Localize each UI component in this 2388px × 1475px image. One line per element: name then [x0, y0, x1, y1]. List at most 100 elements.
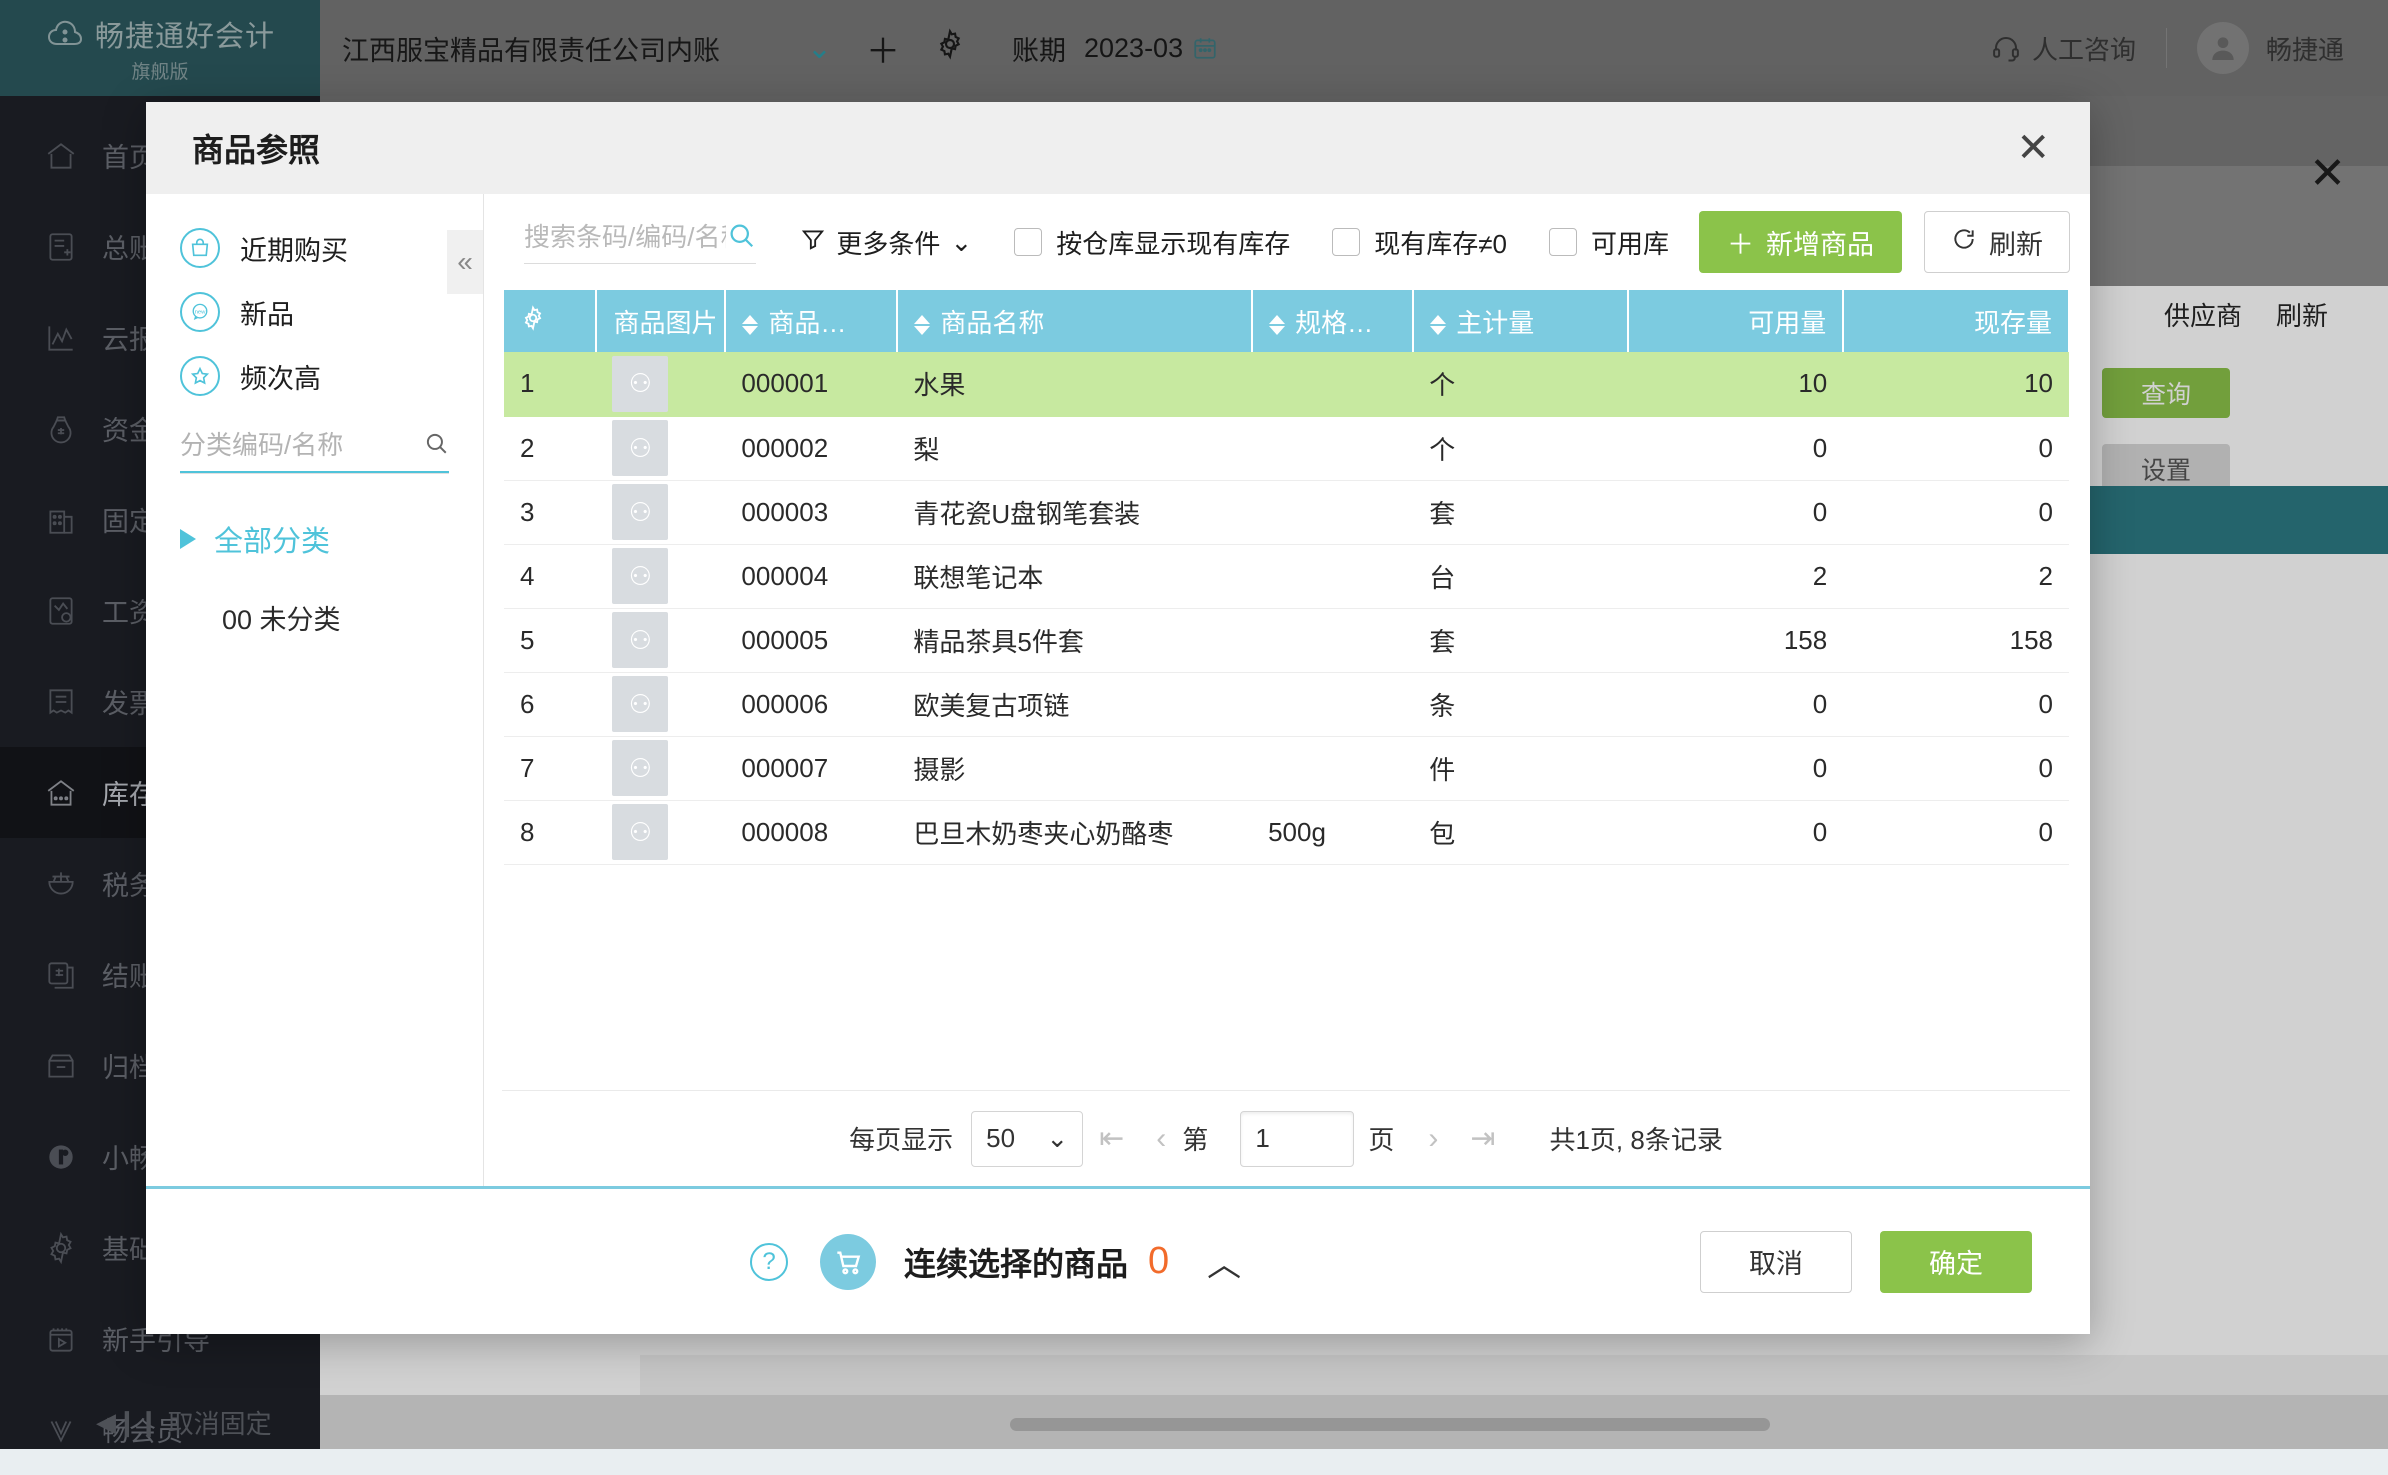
cell-img: ⚇ — [596, 800, 725, 864]
cell-avail: 10 — [1628, 352, 1843, 416]
cell-name: 巴旦木奶枣夹心奶酪枣 — [897, 800, 1252, 864]
column-header-avail: 可用量 — [1628, 290, 1843, 352]
refresh-button[interactable]: 刷新 — [1924, 211, 2070, 273]
cell-avail: 2 — [1628, 544, 1843, 608]
search-icon[interactable] — [423, 430, 449, 461]
more-conditions-label: 更多条件 — [836, 224, 940, 261]
checkbox-label: 可用库 — [1591, 224, 1669, 261]
next-page-icon[interactable]: › — [1428, 1122, 1438, 1156]
dialog-footer: ? 连续选择的商品 0 ︿ 取消 确定 — [146, 1186, 2090, 1334]
column-header-label: 可用量 — [1748, 308, 1826, 338]
product-thumbnail: ⚇ — [612, 356, 668, 412]
cell-code: 000003 — [725, 480, 897, 544]
product-thumbnail: ⚇ — [612, 420, 668, 476]
cell-idx: 3 — [504, 480, 596, 544]
pagination: 每页显示 50 ⌄ ⇤ ‹ 第 1 页 › ⇥ 共1页, 8条记录 — [502, 1090, 2070, 1186]
cell-stock: 0 — [1843, 480, 2069, 544]
collapse-left-icon[interactable]: « — [447, 230, 483, 294]
cell-idx: 5 — [504, 608, 596, 672]
sort-arrows-icon[interactable] — [1430, 315, 1446, 335]
column-header-code[interactable]: 商品… — [725, 290, 897, 352]
page-input[interactable]: 1 — [1240, 1111, 1354, 1167]
cell-unit: 台 — [1413, 544, 1628, 608]
confirm-button[interactable]: 确定 — [1880, 1231, 2032, 1293]
tree-node-all[interactable]: 全部分类 — [146, 518, 483, 560]
checkbox-label: 按仓库显示现有库存 — [1056, 224, 1290, 261]
product-search[interactable] — [524, 220, 756, 264]
quick-link-frequent[interactable]: 频次高 — [146, 344, 483, 408]
cell-unit: 个 — [1413, 416, 1628, 480]
selected-label: 连续选择的商品 — [904, 1239, 1128, 1285]
product-thumbnail: ⚇ — [612, 548, 668, 604]
column-header-label: 主计量 — [1456, 308, 1534, 338]
cart-icon[interactable] — [820, 1234, 876, 1290]
refresh-label: 刷新 — [1989, 223, 2043, 262]
dialog-title: 商品参照 — [192, 125, 320, 171]
column-header-unit[interactable]: 主计量 — [1413, 290, 1628, 352]
divider — [180, 473, 449, 474]
quick-link-recent[interactable]: 近期购买 — [146, 216, 483, 280]
cell-spec — [1252, 480, 1413, 544]
cell-unit: 套 — [1413, 480, 1628, 544]
gear-icon[interactable] — [520, 307, 546, 337]
sort-arrows-icon[interactable] — [742, 315, 758, 335]
cell-spec: 500g — [1252, 800, 1413, 864]
tree-node-uncategorized[interactable]: 00 未分类 — [146, 598, 483, 637]
sort-arrows-icon[interactable] — [1269, 315, 1285, 335]
filter-icon — [800, 226, 826, 259]
checkbox-box[interactable] — [1332, 228, 1360, 256]
column-header-spec[interactable]: 规格… — [1252, 290, 1413, 352]
cell-stock: 158 — [1843, 608, 2069, 672]
chevron-up-icon[interactable]: ︿ — [1207, 1237, 1241, 1286]
quick-link-label: 新品 — [240, 293, 294, 332]
quick-link-label: 近期购买 — [240, 229, 348, 268]
cancel-button[interactable]: 取消 — [1700, 1231, 1852, 1293]
prev-page-icon[interactable]: ‹ — [1156, 1122, 1166, 1156]
checkbox-available-stock[interactable]: 可用库 — [1549, 224, 1669, 261]
product-thumbnail: ⚇ — [612, 612, 668, 668]
cell-avail: 0 — [1628, 480, 1843, 544]
search-input[interactable] — [524, 222, 726, 253]
help-icon[interactable]: ? — [750, 1243, 788, 1281]
svg-text:new: new — [195, 310, 207, 316]
cell-idx: 8 — [504, 800, 596, 864]
category-search[interactable] — [180, 430, 449, 473]
more-conditions-button[interactable]: 更多条件 ⌄ — [800, 224, 972, 261]
checkbox-box[interactable] — [1549, 228, 1577, 256]
add-product-button[interactable]: ＋ 新增商品 — [1699, 211, 1902, 273]
cell-stock: 0 — [1843, 416, 2069, 480]
checkbox-by-warehouse[interactable]: 按仓库显示现有库存 — [1014, 224, 1290, 261]
bag-icon — [180, 228, 220, 268]
per-page-select[interactable]: 50 ⌄ — [971, 1111, 1083, 1167]
last-page-icon[interactable]: ⇥ — [1470, 1121, 1495, 1156]
checkbox-stock-nonzero[interactable]: 现有库存≠0 — [1332, 224, 1507, 261]
cell-spec — [1252, 736, 1413, 800]
cell-idx: 1 — [504, 352, 596, 416]
cell-avail: 158 — [1628, 608, 1843, 672]
selected-count: 0 — [1148, 1240, 1169, 1283]
column-header-name[interactable]: 商品名称 — [897, 290, 1252, 352]
caret-right-icon[interactable] — [180, 529, 196, 549]
checkbox-box[interactable] — [1014, 228, 1042, 256]
cell-img: ⚇ — [596, 544, 725, 608]
search-icon[interactable] — [726, 220, 756, 255]
first-page-icon[interactable]: ⇤ — [1099, 1121, 1124, 1156]
close-icon[interactable]: ✕ — [2016, 128, 2050, 168]
sort-arrows-icon[interactable] — [914, 315, 930, 335]
category-search-input[interactable] — [180, 430, 423, 461]
refresh-icon — [1951, 226, 1977, 259]
cell-spec — [1252, 352, 1413, 416]
product-panel: 更多条件 ⌄ 按仓库显示现有库存 现有库存≠0 可用库 ＋ 新增商 — [484, 194, 2090, 1186]
quick-link-new[interactable]: new 新品 — [146, 280, 483, 344]
column-header-idx — [504, 290, 596, 352]
chevron-down-icon: ⌄ — [950, 227, 972, 258]
